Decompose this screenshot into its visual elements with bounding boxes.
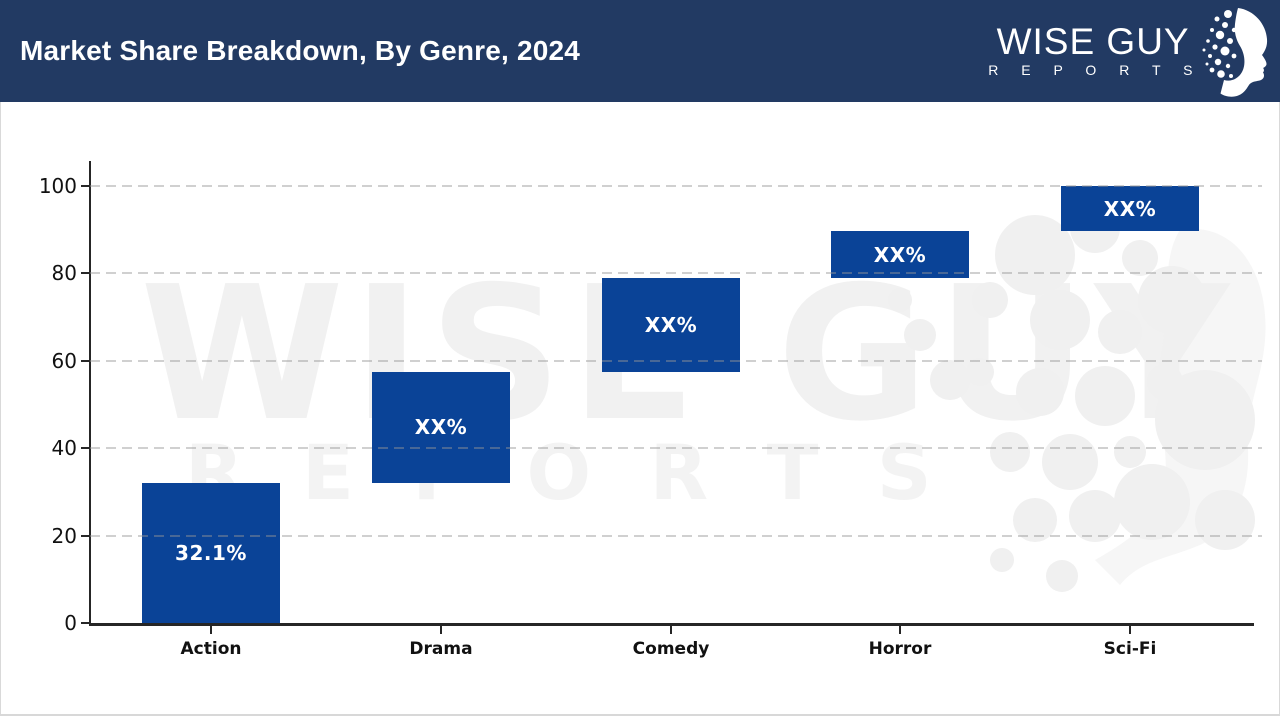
y-tick-mark-0 — [81, 622, 89, 624]
bar-value-label: XX% — [873, 242, 927, 267]
x-tick-mark-action — [210, 626, 212, 634]
y-tick-label-60: 60 — [51, 348, 77, 373]
bar-horror: XX% — [831, 231, 969, 278]
y-tick-label-80: 80 — [51, 261, 77, 286]
bar-value-label: 32.1% — [175, 540, 247, 565]
header-bar: Market Share Breakdown, By Genre, 2024 W… — [0, 0, 1280, 102]
y-tick-mark-100 — [81, 185, 89, 187]
x-category-label-sci-fi: Sci-Fi — [1103, 639, 1157, 659]
watermark-reports-text: R E P O R T S — [185, 428, 948, 517]
y-tick-label-20: 20 — [51, 523, 77, 548]
frame-left-edge — [0, 102, 1, 716]
y-tick-mark-60 — [81, 359, 89, 362]
bar-value-label: XX% — [1103, 196, 1157, 221]
footer-divider — [0, 714, 1280, 716]
bar-action: 32.1% — [142, 482, 280, 623]
brand-logo: WISE GUY R E P O R T S — [988, 0, 1272, 102]
x-tick-mark-drama — [440, 626, 442, 634]
x-category-label-action: Action — [180, 639, 242, 659]
x-tick-mark-sci-fi — [1129, 626, 1131, 634]
bar-value-label: XX% — [644, 312, 698, 337]
x-tick-mark-horror — [899, 626, 901, 634]
brand-logo-text: WISE GUY R E P O R T S — [984, 21, 1202, 78]
bar-sci-fi: XX% — [1061, 186, 1199, 232]
bar-value-label: XX% — [414, 415, 468, 440]
x-tick-mark-comedy — [670, 626, 672, 634]
y-axis-line — [89, 161, 91, 625]
x-category-label-comedy: Comedy — [632, 639, 710, 659]
y-tick-mark-80 — [81, 272, 89, 275]
y-tick-mark-20 — [81, 534, 89, 537]
bar-comedy: XX% — [602, 277, 740, 372]
brand-subtitle: R E P O R T S — [988, 62, 1202, 78]
bar-drama: XX% — [372, 371, 510, 483]
y-tick-mark-40 — [81, 447, 89, 450]
brand-name: WISE GUY — [996, 21, 1190, 62]
x-category-label-drama: Drama — [409, 639, 473, 659]
y-tick-label-0: 0 — [64, 611, 77, 635]
page-title: Market Share Breakdown, By Genre, 2024 — [20, 35, 581, 66]
y-tick-label-40: 40 — [51, 436, 77, 461]
y-tick-label-100: 100 — [38, 174, 77, 198]
x-axis-line — [89, 623, 1254, 626]
x-category-label-horror: Horror — [868, 639, 932, 659]
brand-face-icon — [1202, 8, 1268, 97]
